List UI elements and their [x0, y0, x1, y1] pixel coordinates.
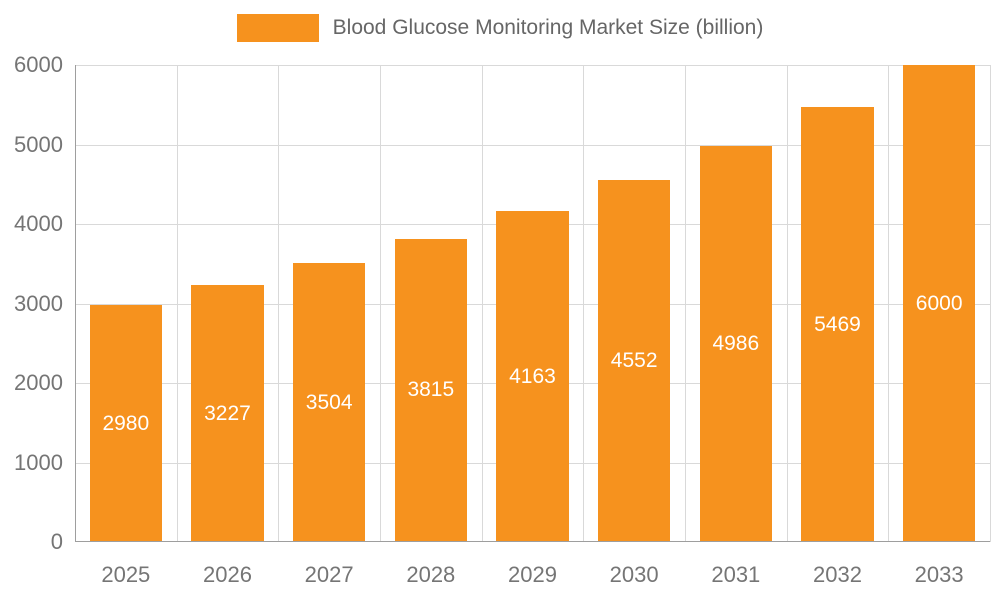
y-tick-label: 0: [50, 529, 63, 554]
bar-2029: 4163: [496, 211, 569, 542]
y-tick-label: 2000: [14, 370, 63, 395]
bar-value-label: 4986: [712, 331, 760, 355]
bar-value-label: 3227: [204, 401, 251, 425]
y-tick-label: 4000: [14, 211, 63, 236]
horizontal-gridline: [75, 65, 990, 66]
bar-2030: 4552: [598, 180, 671, 542]
y-tick-label: 3000: [14, 290, 63, 316]
horizontal-gridline: [75, 144, 990, 146]
bar-2032: 5469: [801, 107, 874, 542]
bar-2031: 4986: [699, 145, 772, 542]
bar-2027: 3504: [293, 263, 366, 542]
x-axis-line: [75, 541, 990, 542]
bar-2026: 3227: [191, 285, 264, 542]
x-tick-label-2032: 2032: [813, 562, 862, 587]
legend-swatch: [236, 14, 319, 42]
y-tick-label: 5000: [14, 131, 63, 157]
bar-value-label: 4552: [610, 349, 658, 373]
bar-2033: 6000: [903, 65, 976, 542]
y-tick-label: 6000: [14, 52, 63, 77]
bar-value-label: 5469: [814, 312, 861, 336]
y-tick-label: 1000: [14, 449, 63, 475]
vertical-gridline: [380, 65, 381, 542]
chart-legend[interactable]: Blood Glucose Monitoring Market Size (bi…: [0, 14, 1000, 42]
x-tick-label-2030: 2030: [609, 562, 659, 587]
bar-2028: 3815: [394, 238, 467, 542]
vertical-gridline: [786, 65, 788, 542]
x-tick-label-2029: 2029: [508, 562, 557, 587]
x-tick-label-2027: 2027: [304, 562, 354, 587]
bar-value-label: 3815: [407, 378, 455, 402]
x-tick-label-2025: 2025: [101, 562, 151, 587]
bar-value-label: 4163: [509, 364, 556, 388]
vertical-gridline: [990, 65, 991, 542]
bar-value-label: 6000: [915, 291, 963, 315]
vertical-gridline: [583, 65, 585, 542]
vertical-gridline: [685, 65, 686, 542]
plot-area: 0 1000 2000 3000 4000 5000 6000 2980 2025 3227 202…: [14, 52, 991, 587]
x-tick-label-2033: 2033: [914, 562, 964, 587]
x-tick-label-2028: 2028: [406, 562, 456, 587]
vertical-gridline: [278, 65, 280, 542]
bar-value-label: 3504: [305, 390, 353, 414]
vertical-gridline: [176, 65, 178, 542]
vertical-gridline: [888, 65, 890, 542]
legend-label: Blood Glucose Monitoring Market Size (bi…: [332, 16, 764, 39]
y-axis-line: [75, 65, 76, 542]
vertical-gridline: [481, 65, 483, 542]
x-tick-label-2026: 2026: [203, 562, 252, 587]
x-tick-label-2031: 2031: [711, 562, 761, 587]
bar-value-label: 2980: [102, 411, 150, 435]
bar-2025: 2980: [89, 305, 162, 542]
